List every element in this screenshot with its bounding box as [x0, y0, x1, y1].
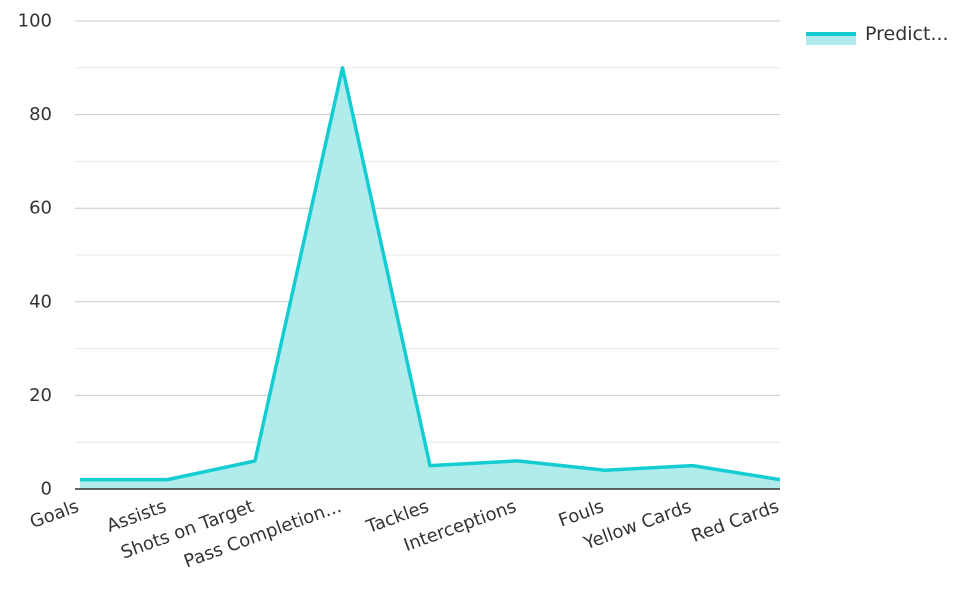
series-line: [79, 66, 781, 482]
y-tick-label: 60: [29, 198, 52, 219]
series-area: [80, 67, 780, 490]
legend[interactable]: Predict...: [806, 23, 949, 45]
x-tick-label: Red Cards: [689, 496, 782, 547]
y-tick-label: 0: [41, 479, 52, 500]
area-fill: [80, 67, 780, 490]
y-axis-tick-labels: 0 20 40 60 80 100: [18, 11, 52, 500]
y-tick-label: 40: [29, 291, 52, 312]
y-tick-label: 20: [29, 385, 52, 406]
y-tick-label: 80: [29, 104, 52, 125]
x-tick-label: Fouls: [556, 496, 607, 532]
legend-label: Predict...: [865, 23, 949, 45]
gridlines: [75, 20, 780, 443]
series-polyline: [80, 66, 781, 482]
x-tick-label: Goals: [27, 496, 82, 533]
y-tick-label: 100: [18, 11, 52, 32]
